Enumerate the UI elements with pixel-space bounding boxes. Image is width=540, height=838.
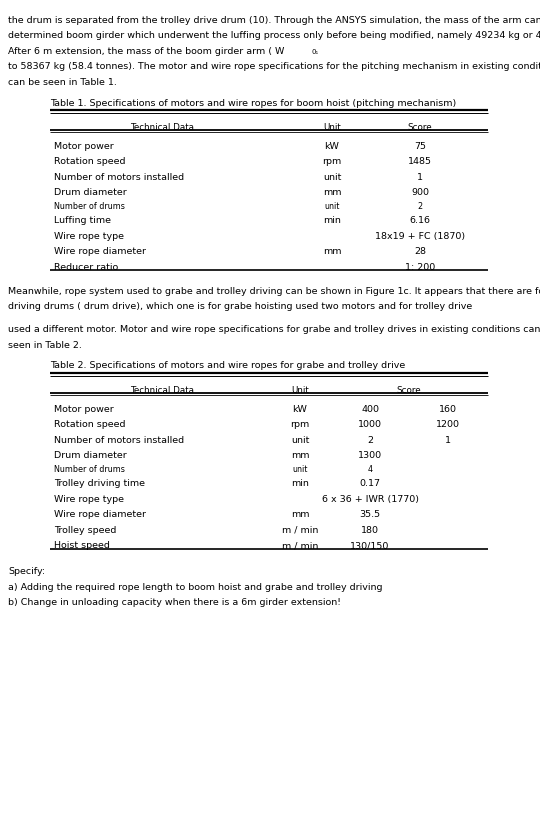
Text: Number of motors installed: Number of motors installed bbox=[54, 436, 184, 445]
Text: mm: mm bbox=[291, 510, 309, 520]
Text: Luffing time: Luffing time bbox=[54, 216, 111, 225]
Text: Rotation speed: Rotation speed bbox=[54, 158, 125, 166]
Text: driving drums ( drum drive), which one is for grabe hoisting used two motors and: driving drums ( drum drive), which one i… bbox=[8, 302, 472, 311]
Text: 0₁: 0₁ bbox=[312, 49, 319, 55]
Text: kW: kW bbox=[325, 142, 340, 151]
Text: rpm: rpm bbox=[291, 420, 309, 429]
Text: Number of drums: Number of drums bbox=[54, 465, 125, 474]
Text: to 58367 kg (58.4 tonnes). The motor and wire rope specifications for the pitchi: to 58367 kg (58.4 tonnes). The motor and… bbox=[8, 63, 540, 71]
Text: 75: 75 bbox=[414, 142, 426, 151]
Text: 2: 2 bbox=[367, 436, 373, 445]
Text: 1: 1 bbox=[445, 436, 451, 445]
Text: used a different motor. Motor and wire rope specifications for grabe and trolley: used a different motor. Motor and wire r… bbox=[8, 325, 540, 334]
Text: 0.17: 0.17 bbox=[360, 479, 381, 489]
Text: Motor power: Motor power bbox=[54, 142, 114, 151]
Text: unit: unit bbox=[291, 436, 309, 445]
Text: can be seen in Table 1.: can be seen in Table 1. bbox=[8, 78, 117, 87]
Text: 900: 900 bbox=[411, 189, 429, 197]
Text: Wire rope diameter: Wire rope diameter bbox=[54, 510, 146, 520]
Text: Trolley driving time: Trolley driving time bbox=[54, 479, 145, 489]
Text: Unit: Unit bbox=[323, 123, 341, 132]
Text: Number of drums: Number of drums bbox=[54, 202, 125, 211]
Text: 35.5: 35.5 bbox=[360, 510, 381, 520]
Text: Table 1. Specifications of motors and wire ropes for boom hoist (pitching mechan: Table 1. Specifications of motors and wi… bbox=[50, 99, 456, 107]
Text: seen in Table 2.: seen in Table 2. bbox=[8, 341, 82, 350]
Text: determined boom girder which underwent the luffing process only before being mod: determined boom girder which underwent t… bbox=[8, 32, 540, 40]
Text: Drum diameter: Drum diameter bbox=[54, 451, 127, 460]
Text: Wire rope diameter: Wire rope diameter bbox=[54, 247, 146, 256]
Text: unit: unit bbox=[323, 173, 341, 182]
Text: 180: 180 bbox=[361, 525, 379, 535]
Text: Meanwhile, rope system used to grabe and trolley driving can be shown in Figure : Meanwhile, rope system used to grabe and… bbox=[8, 287, 540, 296]
Text: Score: Score bbox=[408, 123, 433, 132]
Text: Wire rope type: Wire rope type bbox=[54, 232, 124, 241]
Text: unit: unit bbox=[325, 202, 340, 211]
Text: Technical Data: Technical Data bbox=[130, 386, 194, 395]
Text: Number of motors installed: Number of motors installed bbox=[54, 173, 184, 182]
Text: m / min: m / min bbox=[282, 541, 318, 551]
Text: Hoist speed: Hoist speed bbox=[54, 541, 110, 551]
Text: Technical Data: Technical Data bbox=[130, 123, 194, 132]
Text: a) Adding the required rope length to boom hoist and grabe and trolley driving: a) Adding the required rope length to bo… bbox=[8, 582, 382, 592]
Text: Table 2. Specifications of motors and wire ropes for grabe and trolley drive: Table 2. Specifications of motors and wi… bbox=[50, 361, 405, 370]
Text: Trolley speed: Trolley speed bbox=[54, 525, 117, 535]
Text: 400: 400 bbox=[361, 405, 379, 414]
Text: mm: mm bbox=[291, 451, 309, 460]
Text: 18x19 + FC (1870): 18x19 + FC (1870) bbox=[375, 232, 465, 241]
Text: Score: Score bbox=[397, 386, 421, 395]
Text: m / min: m / min bbox=[282, 525, 318, 535]
Text: 6 x 36 + IWR (1770): 6 x 36 + IWR (1770) bbox=[321, 494, 419, 504]
Text: 1300: 1300 bbox=[358, 451, 382, 460]
Text: 160: 160 bbox=[439, 405, 457, 414]
Text: After 6 m extension, the mass of the boom girder arm ( W: After 6 m extension, the mass of the boo… bbox=[8, 47, 285, 56]
Text: min: min bbox=[323, 216, 341, 225]
Text: 1200: 1200 bbox=[436, 420, 460, 429]
Text: 1: 1 bbox=[417, 173, 423, 182]
Text: min: min bbox=[291, 479, 309, 489]
Text: 130/150: 130/150 bbox=[350, 541, 390, 551]
Text: rpm: rpm bbox=[322, 158, 342, 166]
Text: Wire rope type: Wire rope type bbox=[54, 494, 124, 504]
Text: b) Change in unloading capacity when there is a 6m girder extension!: b) Change in unloading capacity when the… bbox=[8, 598, 341, 607]
Text: mm: mm bbox=[323, 247, 341, 256]
Text: 1485: 1485 bbox=[408, 158, 432, 166]
Text: Reducer ratio: Reducer ratio bbox=[54, 263, 118, 272]
Text: Motor power: Motor power bbox=[54, 405, 114, 414]
Text: Drum diameter: Drum diameter bbox=[54, 189, 127, 197]
Text: 4: 4 bbox=[368, 465, 373, 474]
Text: 2: 2 bbox=[417, 202, 423, 211]
Text: Rotation speed: Rotation speed bbox=[54, 420, 125, 429]
Text: Specify:: Specify: bbox=[8, 567, 45, 576]
Text: 1000: 1000 bbox=[358, 420, 382, 429]
Text: mm: mm bbox=[323, 189, 341, 197]
Text: kW: kW bbox=[293, 405, 307, 414]
Text: Unit: Unit bbox=[291, 386, 309, 395]
Text: unit: unit bbox=[292, 465, 308, 474]
Text: 28: 28 bbox=[414, 247, 426, 256]
Text: 1: 200: 1: 200 bbox=[405, 263, 435, 272]
Text: 6.16: 6.16 bbox=[409, 216, 430, 225]
Text: the drum is separated from the trolley drive drum (10). Through the ANSYS simula: the drum is separated from the trolley d… bbox=[8, 16, 540, 25]
